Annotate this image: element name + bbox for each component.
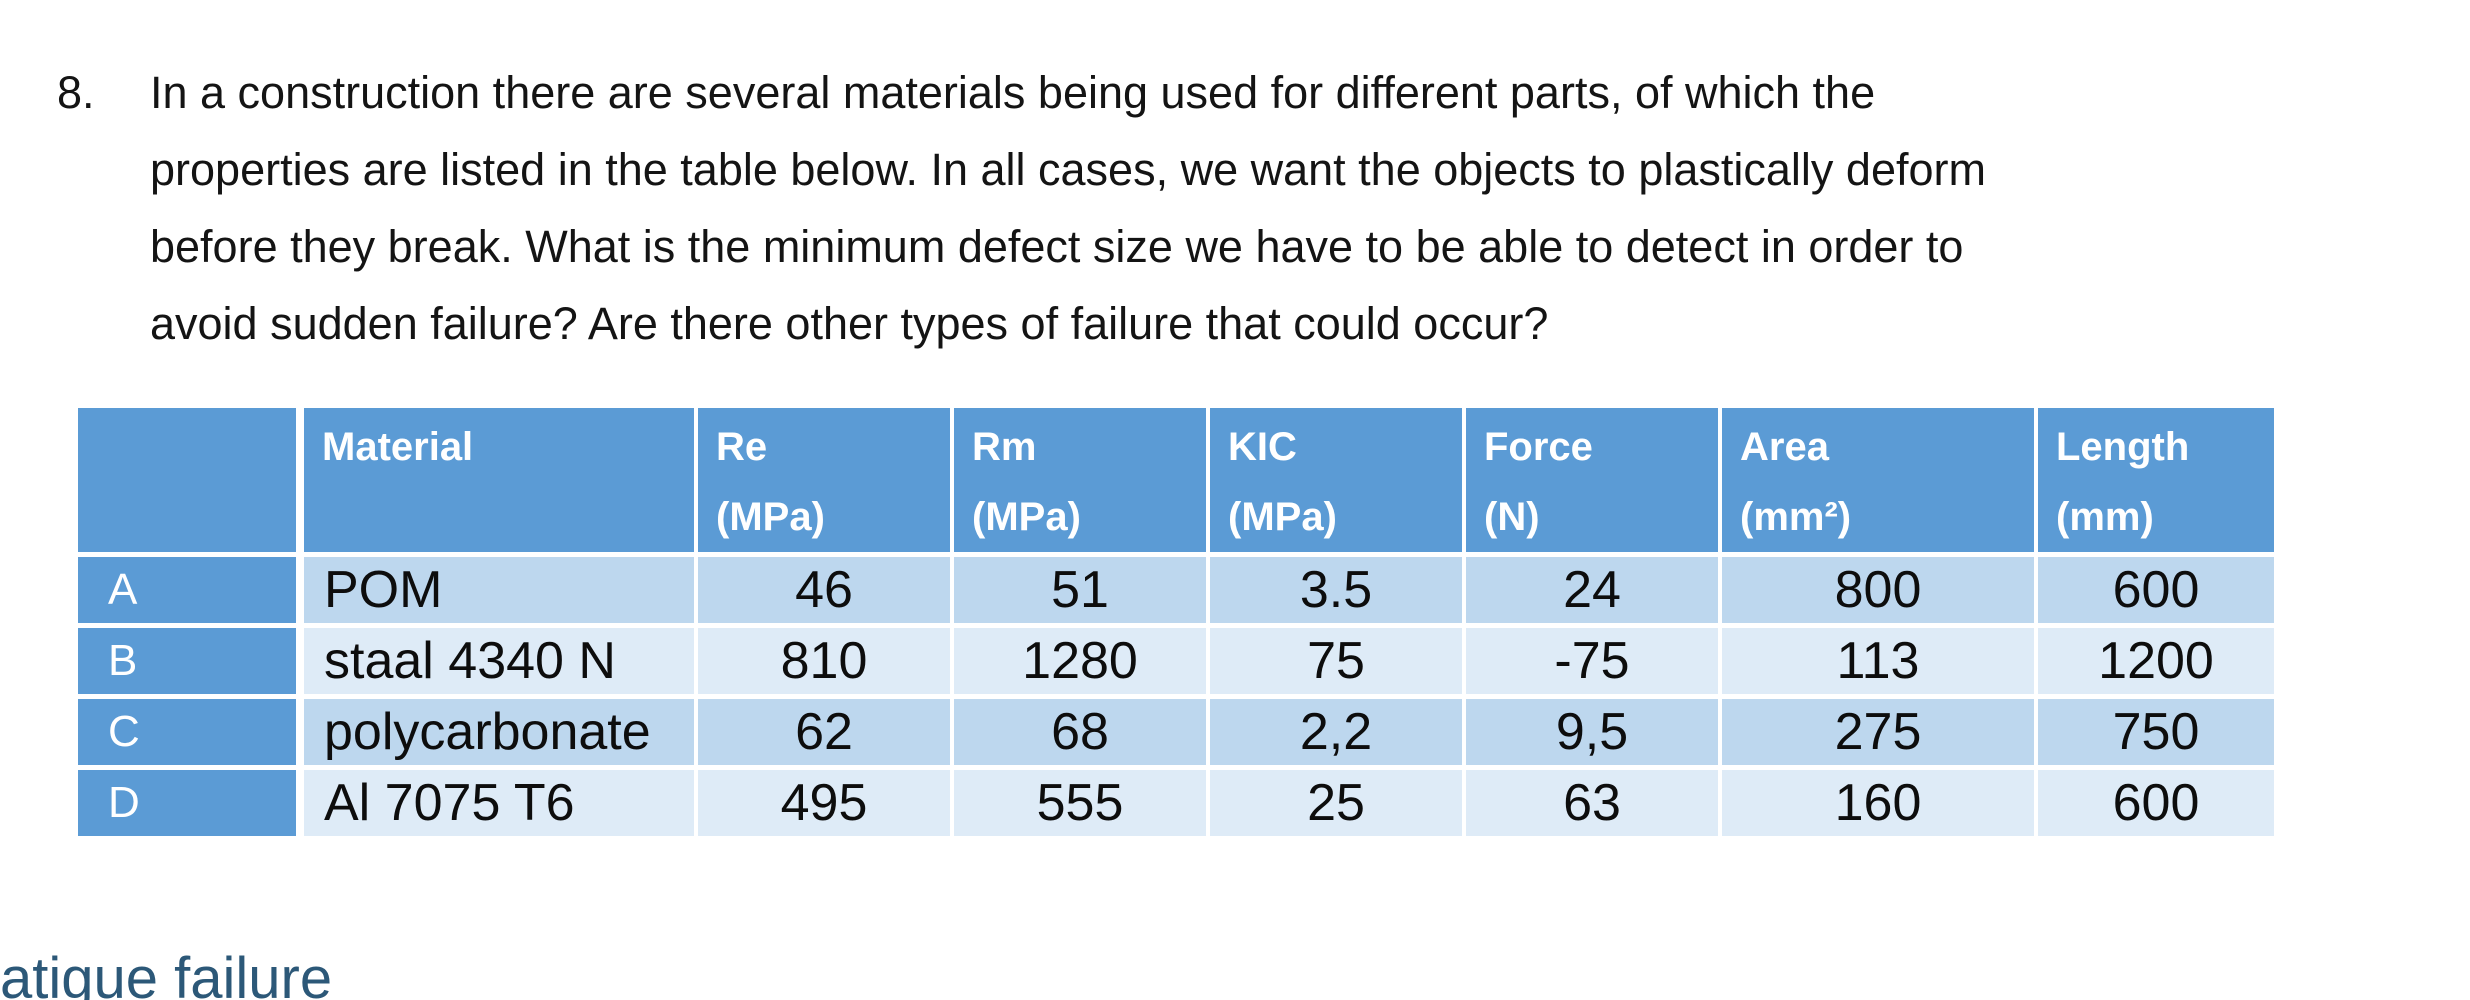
cell-length: 750 bbox=[2038, 699, 2274, 765]
cell-force: 9,5 bbox=[1466, 699, 1718, 765]
row-label: B bbox=[78, 628, 300, 694]
cell-force: 24 bbox=[1466, 557, 1718, 623]
cell-material: polycarbonate bbox=[304, 699, 694, 765]
table-row-a: A POM 46 51 3.5 24 800 600 bbox=[78, 557, 2274, 623]
column-header-material: Material bbox=[304, 408, 694, 552]
clipped-footer-text: atigue failure bbox=[0, 946, 333, 1000]
cell-re: 62 bbox=[698, 699, 950, 765]
cell-force: -75 bbox=[1466, 628, 1718, 694]
column-header-blank bbox=[78, 408, 300, 552]
cell-area: 275 bbox=[1722, 699, 2034, 765]
column-header-re: Re (MPa) bbox=[698, 408, 950, 552]
cell-material: POM bbox=[304, 557, 694, 623]
row-label: D bbox=[78, 770, 300, 836]
column-header-area: Area (mm²) bbox=[1722, 408, 2034, 552]
cell-re: 810 bbox=[698, 628, 950, 694]
row-label: C bbox=[78, 699, 300, 765]
cell-rm: 51 bbox=[954, 557, 1206, 623]
row-label: A bbox=[78, 557, 300, 623]
table-header-row: Material Re (MPa) Rm (MPa) KIC (MPa) For… bbox=[78, 408, 2274, 552]
cell-material: Al 7075 T6 bbox=[304, 770, 694, 836]
question-number: 8. bbox=[57, 67, 95, 118]
table-row-c: C polycarbonate 62 68 2,2 9,5 275 750 bbox=[78, 699, 2274, 765]
table-row-d: D Al 7075 T6 495 555 25 63 160 600 bbox=[78, 770, 2274, 836]
column-header-force: Force (N) bbox=[1466, 408, 1718, 552]
cell-area: 113 bbox=[1722, 628, 2034, 694]
column-header-rm: Rm (MPa) bbox=[954, 408, 1206, 552]
column-header-length: Length (mm) bbox=[2038, 408, 2274, 552]
cell-rm: 1280 bbox=[954, 628, 1206, 694]
cell-force: 63 bbox=[1466, 770, 1718, 836]
table-row-b: B staal 4340 N 810 1280 75 -75 113 1200 bbox=[78, 628, 2274, 694]
cell-length: 600 bbox=[2038, 770, 2274, 836]
cell-material: staal 4340 N bbox=[304, 628, 694, 694]
cell-re: 46 bbox=[698, 557, 950, 623]
cell-rm: 555 bbox=[954, 770, 1206, 836]
cell-re: 495 bbox=[698, 770, 950, 836]
cell-length: 600 bbox=[2038, 557, 2274, 623]
cell-area: 160 bbox=[1722, 770, 2034, 836]
question-text: In a construction there are several mate… bbox=[150, 67, 1986, 349]
cell-rm: 68 bbox=[954, 699, 1206, 765]
cell-length: 1200 bbox=[2038, 628, 2274, 694]
cell-kic: 25 bbox=[1210, 770, 1462, 836]
column-header-kic: KIC (MPa) bbox=[1210, 408, 1462, 552]
cell-area: 800 bbox=[1722, 557, 2034, 623]
cell-kic: 75 bbox=[1210, 628, 1462, 694]
cell-kic: 3.5 bbox=[1210, 557, 1462, 623]
materials-table: Material Re (MPa) Rm (MPa) KIC (MPa) For… bbox=[74, 403, 2278, 841]
cell-kic: 2,2 bbox=[1210, 699, 1462, 765]
